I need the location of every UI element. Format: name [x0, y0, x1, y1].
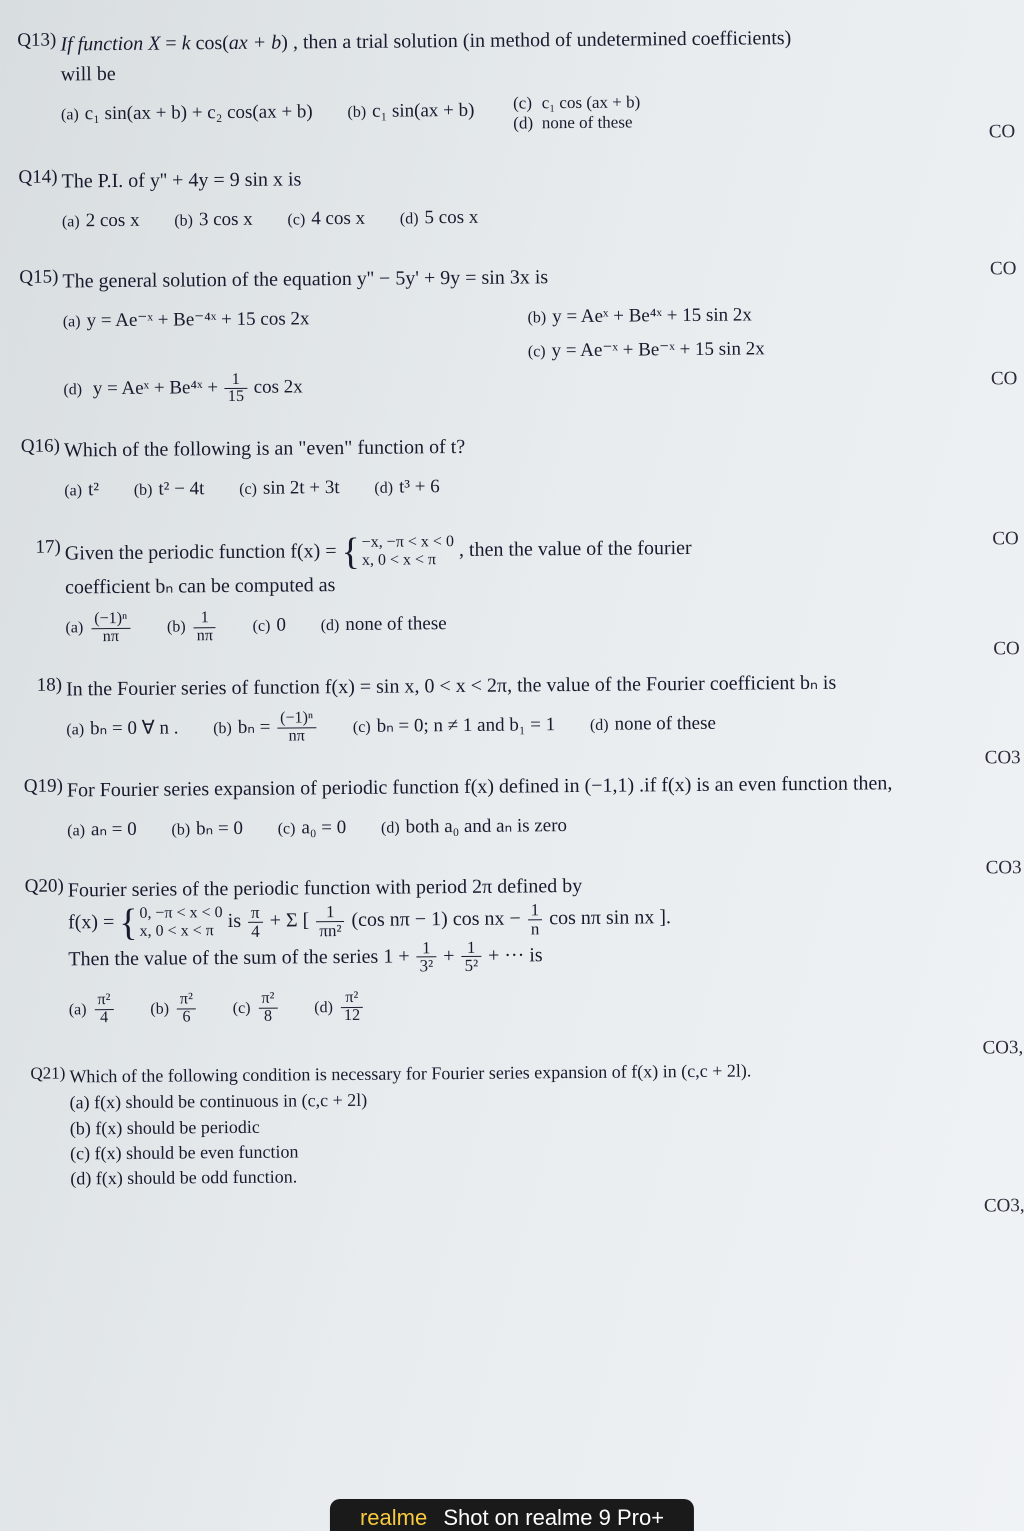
- question-16: Q16) Which of the following is an "even"…: [4, 428, 1009, 509]
- q14-number: Q14): [1, 166, 57, 188]
- q17-text: Given the periodic function f(x) = {−x, …: [65, 528, 1010, 603]
- realme-tag: Shot on realme 9 Pro+: [443, 1505, 664, 1530]
- q13-number: Q13): [0, 30, 56, 52]
- q15-number: Q15): [2, 266, 58, 288]
- q18-options: (a)bₙ = 0 ∀ n . (b)bₙ = (−1)ⁿnπ (c)bₙ = …: [66, 704, 1010, 747]
- q14-options: (a)2 cos x (b)3 cos x (c)4 cos x (d)5 co…: [62, 196, 1006, 238]
- q13-options: (a)c₁ sin(ax + b) + c₂ cos(ax + b) (b)c₁…: [61, 89, 1005, 138]
- q17-number: 17): [5, 536, 61, 558]
- question-19: Q19) For Fourier series expansion of per…: [7, 767, 1012, 848]
- co-tag: CO: [993, 638, 1020, 660]
- question-18: 18) In the Fourier series of function f(…: [6, 666, 1011, 748]
- q17-options: (a)(−1)ⁿnπ (b)1nπ (c)0 (d)none of these: [65, 603, 1009, 646]
- question-17: 17) Given the periodic function f(x) = {…: [5, 528, 1010, 647]
- q14-text: The P.I. of y'' + 4y = 9 sin x is: [61, 158, 1005, 196]
- question-21: Q21) Which of the following condition is…: [9, 1056, 1014, 1193]
- page-content: Q13) If function X = k cos(ax + b) , the…: [0, 0, 1024, 1192]
- question-20: Q20) Fourier series of the periodic func…: [8, 867, 1013, 1028]
- co-tag: CO: [990, 258, 1017, 280]
- co-tag: CO3,: [984, 1195, 1024, 1217]
- co-tag: CO: [989, 121, 1016, 143]
- co-tag: CO: [991, 368, 1018, 390]
- q20-text: Fourier series of the periodic function …: [68, 867, 1013, 979]
- realme-brand: realme: [360, 1505, 427, 1530]
- q20-options: (a)π²4 (b)π²6 (c)π²8 (d)π²12: [69, 984, 1013, 1027]
- q19-text: For Fourier series expansion of periodic…: [67, 767, 1011, 805]
- q18-text: In the Fourier series of function f(x) =…: [66, 666, 1010, 704]
- q15-options: (a)y = Ae⁻ˣ + Be⁻⁴ˣ + 15 cos 2x (b)y = A…: [63, 296, 1008, 408]
- q16-number: Q16): [4, 436, 60, 458]
- question-15: Q15) The general solution of the equatio…: [2, 258, 1007, 408]
- q19-number: Q19): [7, 775, 63, 797]
- co-tag: CO: [992, 528, 1019, 550]
- q21-options: (a) f(x) should be continuous in (c,c + …: [70, 1083, 1015, 1192]
- q13-text: If function X = k cos(ax + b) , then a t…: [60, 21, 1004, 89]
- q20-number: Q20): [8, 875, 64, 897]
- q16-text: Which of the following is an "even" func…: [64, 428, 1008, 466]
- q18-number: 18): [6, 674, 62, 696]
- watermark-bar: realme Shot on realme 9 Pro+: [330, 1499, 694, 1531]
- q19-options: (a)aₙ = 0 (b)bₙ = 0 (c)a₀ = 0 (d)both a₀…: [67, 805, 1011, 847]
- q16-options: (a)t² (b)t² − 4t (c)sin 2t + 3t (d)t³ + …: [64, 466, 1008, 508]
- question-13: Q13) If function X = k cos(ax + b) , the…: [0, 21, 1005, 139]
- q21-number: Q21): [9, 1064, 65, 1084]
- q15-text: The general solution of the equation y''…: [62, 258, 1006, 296]
- co-tag: CO3: [985, 747, 1021, 769]
- question-14: Q14) The P.I. of y'' + 4y = 9 sin x is (…: [1, 158, 1006, 239]
